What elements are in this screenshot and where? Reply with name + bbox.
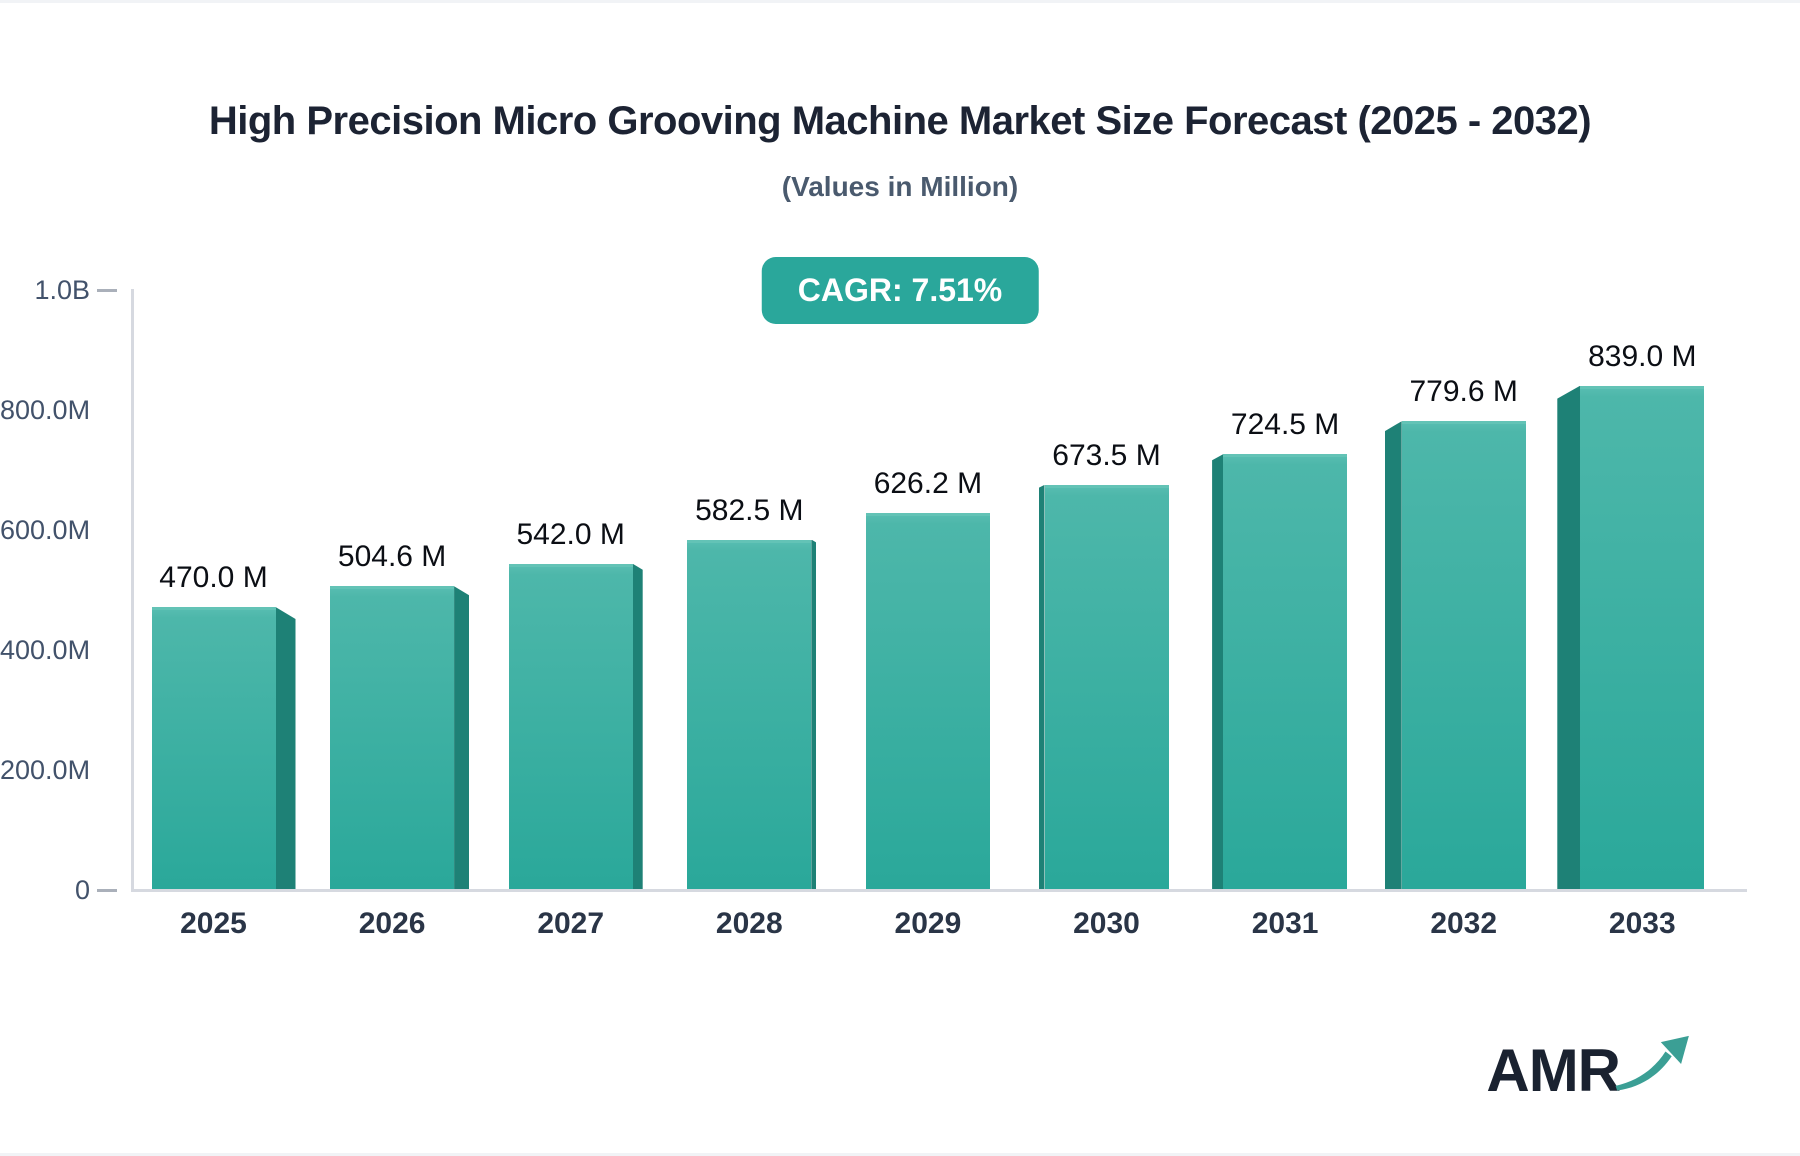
bar-side-face <box>1384 421 1402 889</box>
bar-face[interactable] <box>1580 385 1705 889</box>
x-axis-label: 2027 <box>537 907 605 940</box>
y-axis-label: 200.0M <box>0 755 117 785</box>
bar-value-label: 542.0 M <box>516 517 625 551</box>
bar-side-face <box>632 563 643 889</box>
chart-title: High Precision Micro Grooving Machine Ma… <box>208 99 1592 143</box>
bar-value-label: 839.0 M <box>1588 339 1697 373</box>
bar-value-label: 626.2 M <box>873 467 983 501</box>
y-axis-label-text: 1.0B <box>34 274 90 305</box>
bar-value-label: 582.5 M <box>695 493 804 527</box>
bar-side-face <box>1038 484 1045 889</box>
y-axis-label: 0 <box>0 875 117 905</box>
bar-side-face <box>811 539 817 889</box>
bar-value-label: 470.0 M <box>159 561 268 594</box>
y-tick-dash <box>97 288 117 292</box>
x-axis-label: 2030 <box>1073 907 1140 940</box>
x-axis-label: 2028 <box>715 907 783 940</box>
y-axis-label-text: 800.0M <box>0 394 91 425</box>
x-axis-label: 2033 <box>1608 907 1676 940</box>
growth-arrow-icon <box>1615 1035 1689 1091</box>
y-axis-label-text: 200.0M <box>0 754 91 785</box>
y-axis-label: 800.0M <box>0 395 117 425</box>
bar-face[interactable] <box>330 586 455 889</box>
y-axis-label-text: 400.0M <box>0 634 91 665</box>
y-axis-label: 1.0B <box>0 275 117 305</box>
bar-value-label: 779.6 M <box>1409 375 1518 409</box>
bar-face[interactable] <box>508 563 633 889</box>
x-axis-label: 2029 <box>894 907 962 940</box>
bar-value-label: 724.5 M <box>1230 408 1340 442</box>
bar-face[interactable] <box>687 539 812 889</box>
chart-subtitle: (Values in Million) <box>781 171 1019 202</box>
x-axis-label: 2032 <box>1430 907 1498 940</box>
y-axis-label-text: 600.0M <box>0 514 91 545</box>
bar-face[interactable] <box>1401 421 1526 889</box>
bar-value-label: 504.6 M <box>337 540 447 574</box>
bar-value-label: 673.5 M <box>1052 438 1161 472</box>
bar-face[interactable] <box>1044 484 1169 889</box>
x-axis-label: 2025 <box>180 907 247 940</box>
bar-side-face <box>454 586 470 889</box>
bar-side-face <box>1557 385 1581 889</box>
y-axis-label: 400.0M <box>0 635 117 665</box>
x-axis-label: 2026 <box>358 907 426 940</box>
bar-face[interactable] <box>865 513 990 889</box>
y-tick-dash <box>97 888 117 892</box>
y-axis-label: 600.0M <box>0 515 117 545</box>
bar-face[interactable] <box>151 607 276 889</box>
x-axis-label: 2031 <box>1251 907 1319 940</box>
x-axis-line <box>131 889 1747 892</box>
bar-face[interactable] <box>1223 454 1348 889</box>
bar-side-face <box>275 607 296 889</box>
amr-logo-text: AMR <box>1486 1037 1621 1104</box>
amr-logo: AMR <box>1486 1031 1692 1101</box>
cagr-badge: CAGR: 7.51% <box>761 257 1039 324</box>
y-axis-label-text: 0 <box>74 874 90 905</box>
bar-side-face <box>1212 454 1224 889</box>
y-axis-line <box>131 289 134 892</box>
